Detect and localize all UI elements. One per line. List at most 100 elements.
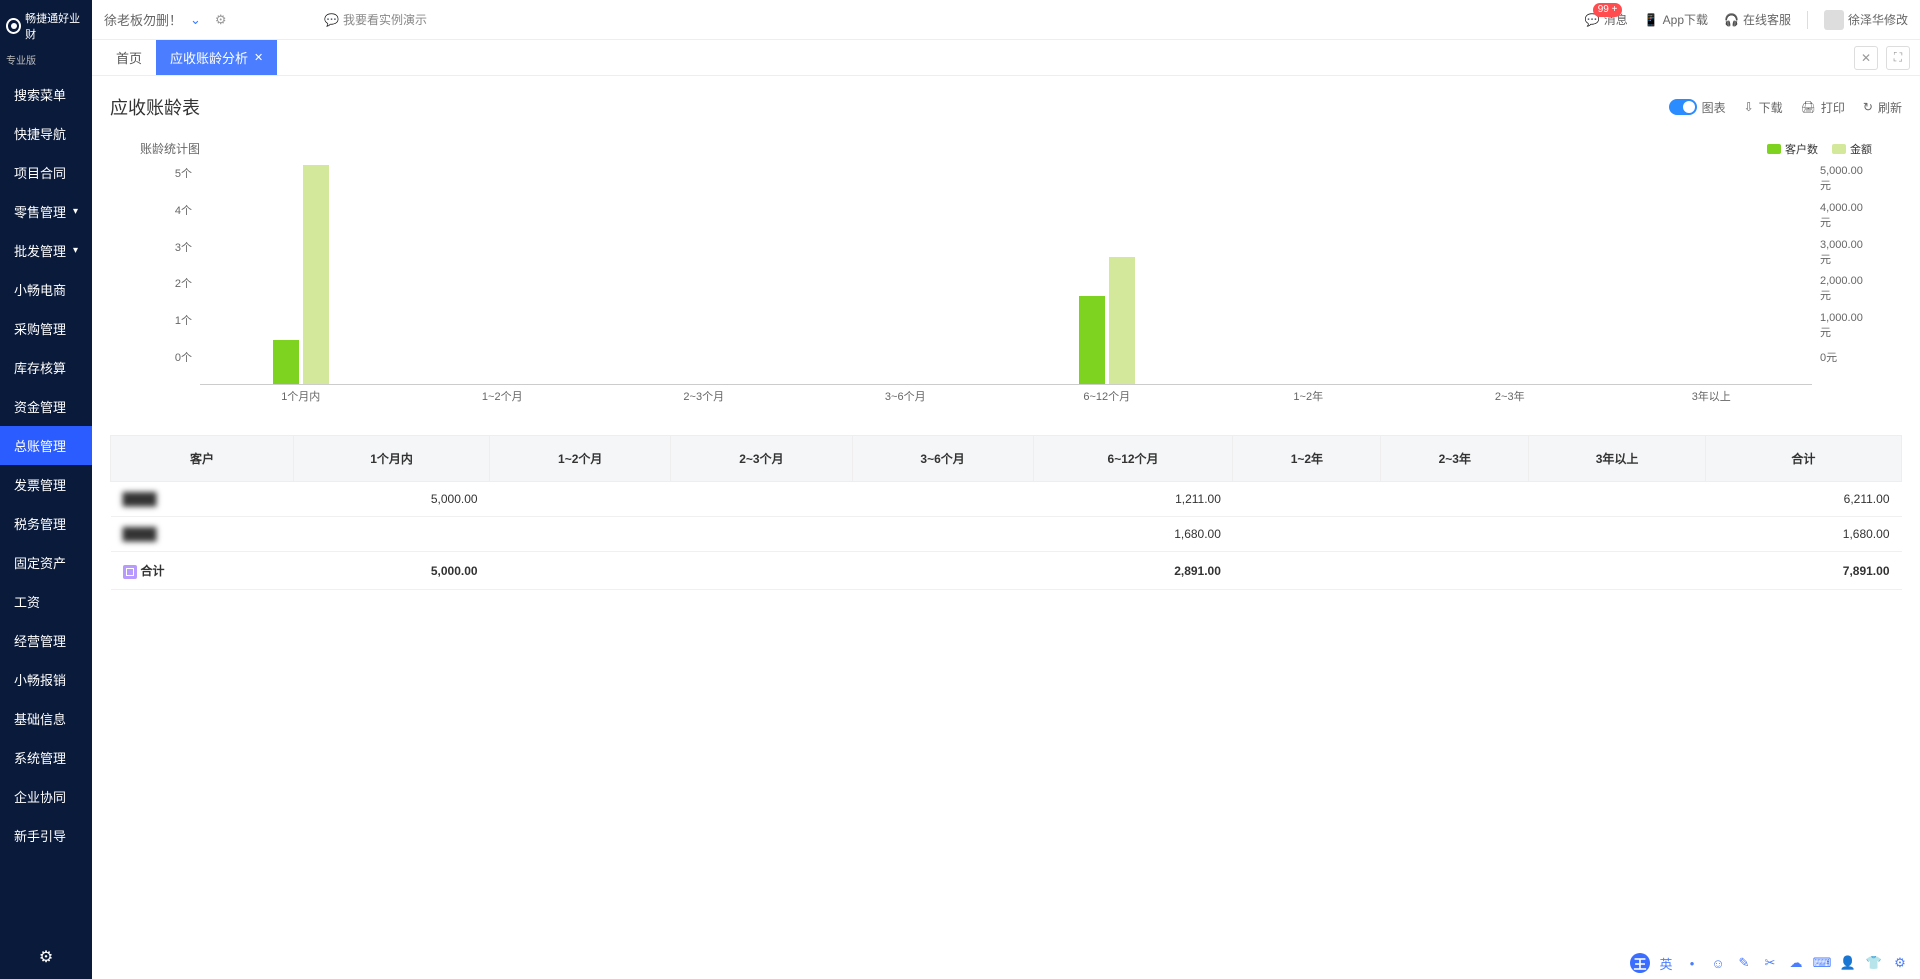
nav-item-16[interactable]: 基础信息 [0,699,92,738]
settings-button[interactable]: ⚙ [0,935,92,979]
chart-title: 账龄统计图 [140,140,200,157]
column-header[interactable]: 合计 [1705,436,1901,482]
nav-item-1[interactable]: 快捷导航 [0,114,92,153]
bar-customers[interactable] [273,340,299,384]
chevron-down-icon: ▾ [73,206,78,217]
column-header[interactable]: 1~2年 [1233,436,1381,482]
message-badge: 99 + [1593,3,1623,17]
bar-amount[interactable] [1109,257,1135,384]
nav-item-17[interactable]: 系统管理 [0,738,92,777]
logo-icon [6,18,21,34]
sidebar: 畅捷通好业财 专业版 搜索菜单快捷导航项目合同零售管理▾批发管理▾小畅电商采购管… [0,0,92,979]
nav-item-19[interactable]: 新手引导 [0,816,92,855]
bar-group: 3年以上 [1611,165,1813,384]
nav-item-6[interactable]: 采购管理 [0,309,92,348]
nav-item-15[interactable]: 小畅报销 [0,660,92,699]
message-button[interactable]: 99 + 💬 消息 [1585,11,1628,28]
ime-main-icon[interactable]: 王 [1630,953,1650,973]
download-icon: ⇩ [1744,100,1754,114]
ime-keyboard-icon[interactable]: ⌨ [1812,953,1832,973]
nav-item-3[interactable]: 零售管理▾ [0,192,92,231]
tab-0[interactable]: 首页 [102,40,156,75]
download-button[interactable]: ⇩ 下载 [1744,99,1783,116]
y-axis-left: 5个4个3个2个1个0个 [140,165,200,385]
topbar: 徐老板勿删！ ⌄ ⚙ 💬 我要看实例演示 99 + 💬 消息 📱 App下载 [92,0,1920,40]
account-selector[interactable]: 徐老板勿删！ ⌄ ⚙ [104,10,304,29]
column-header[interactable]: 6~12个月 [1033,436,1233,482]
column-header[interactable]: 1~2个月 [490,436,671,482]
bar-group: 1~2个月 [402,165,604,384]
x-label: 2~3个月 [603,388,805,404]
tab-1[interactable]: 应收账龄分析✕ [156,40,277,75]
table-row[interactable]: ████1,680.001,680.00 [111,517,1902,552]
ime-toolbar[interactable]: 王 英 • ☺ ✎ ✂ ☁ ⌨ 👤 👕 ⚙ [1626,951,1914,975]
legend-item[interactable]: 金额 [1832,141,1872,157]
ime-pencil-icon[interactable]: ✎ [1734,953,1754,973]
legend-item[interactable]: 客户数 [1767,141,1818,157]
x-label: 6~12个月 [1006,388,1208,404]
bar-group: 2~3个月 [603,165,805,384]
nav-item-10[interactable]: 发票管理 [0,465,92,504]
download-button[interactable]: 📱 App下载 [1644,11,1708,28]
nav-item-5[interactable]: 小畅电商 [0,270,92,309]
nav-item-18[interactable]: 企业协同 [0,777,92,816]
column-header[interactable]: 2~3个月 [671,436,852,482]
ime-smile-icon[interactable]: ☺ [1708,953,1728,973]
print-icon: 🖨 [1801,100,1816,114]
x-label: 3年以上 [1611,388,1813,404]
nav-item-2[interactable]: 项目合同 [0,153,92,192]
nav-item-4[interactable]: 批发管理▾ [0,231,92,270]
fullscreen-button[interactable]: ⛶ [1886,46,1910,70]
nav-item-9[interactable]: 总账管理 [0,426,92,465]
demo-link[interactable]: 💬 我要看实例演示 [324,11,427,28]
logo: 畅捷通好业财 [0,0,92,52]
column-header[interactable]: 3年以上 [1529,436,1706,482]
ime-cloud-icon[interactable]: ☁ [1786,953,1806,973]
switch-icon [1669,99,1697,115]
bar-group: 1个月内 [200,165,402,384]
x-label: 3~6个月 [805,388,1007,404]
calc-icon [123,565,137,579]
nav-item-8[interactable]: 资金管理 [0,387,92,426]
support-button[interactable]: 🎧 在线客服 [1724,11,1791,28]
close-icon[interactable]: ✕ [254,51,263,64]
x-label: 1~2年 [1208,388,1410,404]
nav-item-14[interactable]: 经营管理 [0,621,92,660]
column-header[interactable]: 3~6个月 [852,436,1033,482]
chevron-down-icon: ▾ [73,245,78,256]
bar-customers[interactable] [1079,296,1105,384]
refresh-icon: ↻ [1863,100,1873,114]
ime-lang[interactable]: 英 [1656,953,1676,973]
ime-dot-icon[interactable]: • [1682,953,1702,973]
nav-item-13[interactable]: 工资 [0,582,92,621]
nav-item-12[interactable]: 固定资产 [0,543,92,582]
column-header[interactable]: 1个月内 [294,436,490,482]
table-row[interactable]: ████5,000.001,211.006,211.00 [111,482,1902,517]
table-total-row: 合计5,000.002,891.007,891.00 [111,552,1902,590]
download-icon: 📱 [1644,13,1659,27]
legend: 客户数金额 [1767,141,1872,157]
ime-person-icon[interactable]: 👤 [1838,953,1858,973]
gear-icon[interactable]: ⚙ [215,12,227,28]
close-all-button[interactable]: ✕ [1854,46,1878,70]
chart-toggle[interactable]: 图表 [1669,99,1726,116]
column-header[interactable]: 2~3年 [1381,436,1529,482]
ime-gear-icon[interactable]: ⚙ [1890,953,1910,973]
page-title: 应收账龄表 [110,94,200,120]
nav-item-7[interactable]: 库存核算 [0,348,92,387]
data-table: 客户1个月内1~2个月2~3个月3~6个月6~12个月1~2年2~3年3年以上合… [110,435,1902,590]
refresh-button[interactable]: ↻ 刷新 [1863,99,1902,116]
ime-scissor-icon[interactable]: ✂ [1760,953,1780,973]
plot-area: 1个月内 1~2个月 2~3个月 3~6个月 6~12个月 1~2年 2~3年 … [200,165,1812,385]
nav-item-0[interactable]: 搜索菜单 [0,75,92,114]
ime-shirt-icon[interactable]: 👕 [1864,953,1884,973]
nav: 搜索菜单快捷导航项目合同零售管理▾批发管理▾小畅电商采购管理库存核算资金管理总账… [0,75,92,935]
bar-amount[interactable] [303,165,329,384]
x-label: 2~3年 [1409,388,1611,404]
print-button[interactable]: 🖨 打印 [1801,99,1845,116]
column-header[interactable]: 客户 [111,436,294,482]
logo-text: 畅捷通好业财 [25,10,86,42]
nav-item-11[interactable]: 税务管理 [0,504,92,543]
user-menu[interactable]: 徐泽华修改 [1824,10,1908,30]
chat-icon: 💬 [324,13,339,27]
